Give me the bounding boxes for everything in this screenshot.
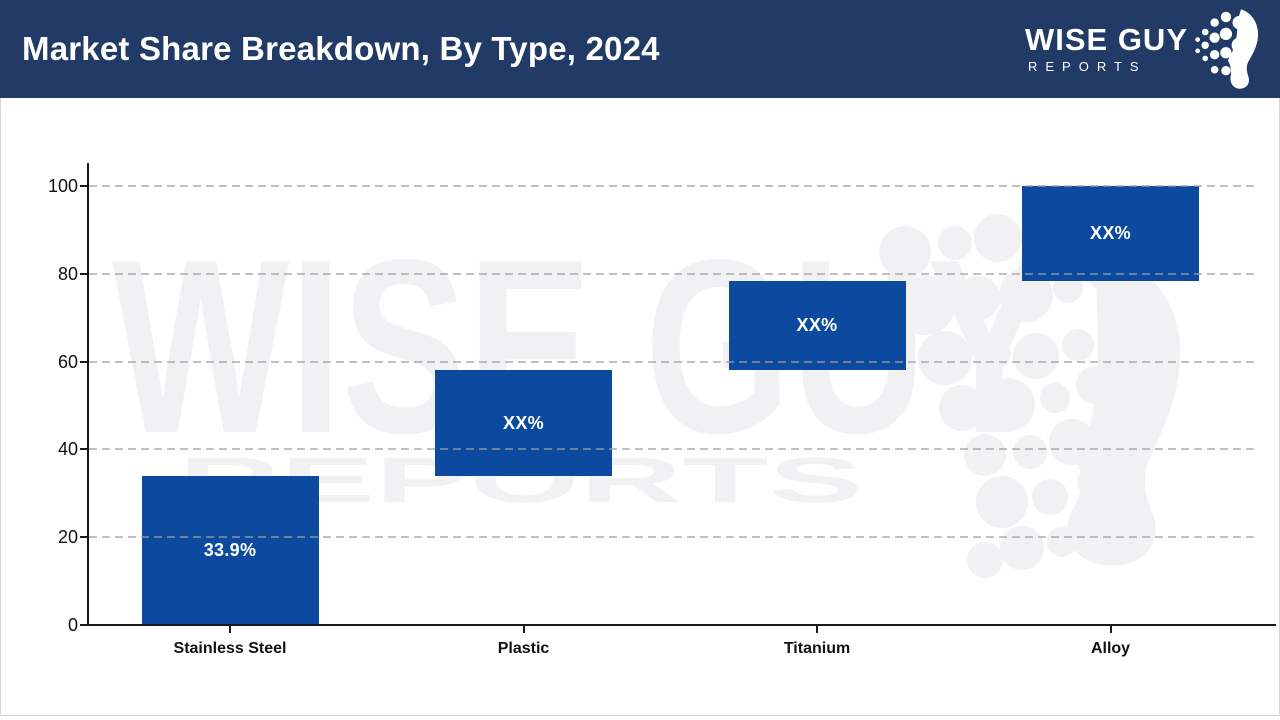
y-axis-line (87, 163, 89, 625)
y-tick-label: 20 (57, 527, 78, 548)
bar (728, 280, 906, 371)
x-category-label: Plastic (497, 640, 550, 657)
y-tick-mark (80, 185, 88, 187)
bar-value-label: XX% (1090, 222, 1131, 243)
page-title: Market Share Breakdown, By Type, 2024 (22, 30, 660, 67)
bar (435, 370, 612, 477)
gridline (89, 448, 1255, 451)
x-category-label: Alloy (1090, 640, 1131, 657)
logo-text: WISE GUY REPORTS (1025, 24, 1188, 74)
gridline (89, 360, 1255, 363)
x-axis-line (87, 624, 1276, 626)
logo-name: WISE GUY (1024, 22, 1188, 57)
gridline (89, 536, 1255, 539)
bar (1022, 186, 1199, 281)
y-tick-mark (80, 272, 88, 275)
wiseguy-logo: WISE GUY REPORTS (1025, 7, 1258, 91)
y-tick-mark (80, 624, 88, 626)
x-category-label: Stainless Steel (173, 640, 287, 657)
x-tick-mark (816, 626, 818, 633)
logo-tagline: REPORTS (1027, 59, 1147, 74)
y-tick-mark (80, 360, 88, 363)
y-tick-label: 60 (57, 351, 78, 372)
logo-head-icon (1195, 9, 1258, 89)
y-tick-label: 80 (57, 263, 78, 284)
y-tick-label: 40 (57, 439, 78, 460)
x-tick-mark (229, 626, 231, 633)
bar-value-label: 33.9% (203, 540, 257, 561)
y-tick-label: 0 (67, 615, 78, 635)
x-tick-mark (1109, 626, 1112, 633)
header: Market Share Breakdown, By Type, 2024 WI… (0, 0, 1280, 98)
plot-area: 33.9% XX% XX% XX% 0 20 40 60 80 100 Stainless Ste… (0, 98, 1280, 715)
gridline (89, 185, 1255, 187)
bar (141, 476, 319, 625)
y-tick-mark (80, 448, 88, 451)
y-tick-mark (80, 536, 88, 539)
bar-value-label: XX% (503, 412, 544, 433)
gridline (89, 272, 1255, 275)
x-category-label: Titanium (783, 640, 851, 657)
y-tick-label: 100 (47, 176, 78, 196)
bar-value-label: XX% (796, 315, 838, 336)
x-tick-mark (522, 626, 525, 633)
